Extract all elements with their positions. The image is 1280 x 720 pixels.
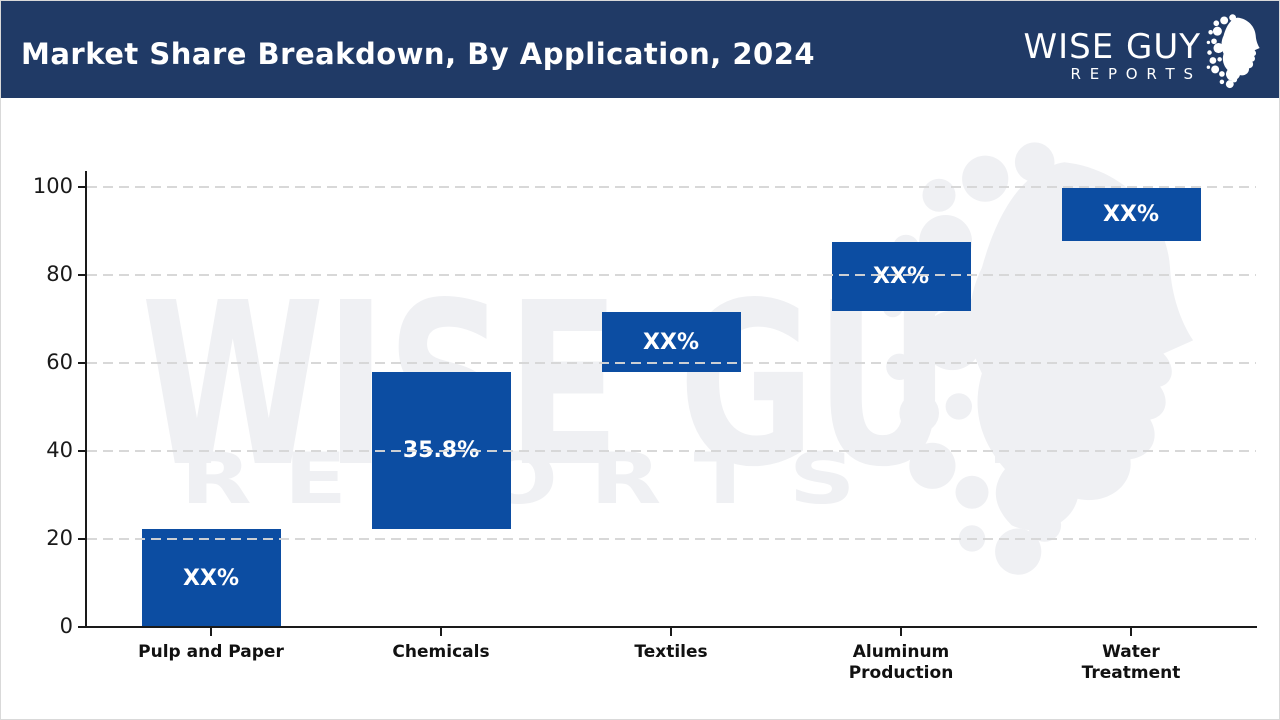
- y-gridline: [87, 186, 1256, 188]
- x-tick: [670, 628, 672, 636]
- y-tick: [78, 450, 86, 452]
- bar-value-label: XX%: [1103, 201, 1159, 227]
- chart-title: Market Share Breakdown, By Application, …: [21, 37, 816, 71]
- x-axis-label-pulp-and-paper: Pulp and Paper: [138, 642, 284, 662]
- header-bar: Market Share Breakdown, By Application, …: [1, 1, 1279, 98]
- y-tick: [78, 362, 86, 364]
- brand-subtext: R E P O R T S: [1070, 65, 1195, 83]
- bar-value-label: XX%: [643, 329, 699, 355]
- bar-textiles: XX%: [601, 312, 741, 372]
- brand-logo: WISE GUY R E P O R T S: [1023, 9, 1267, 91]
- y-gridline: [87, 274, 1256, 276]
- bar-pulp-and-paper: XX%: [141, 529, 281, 627]
- x-axis-label-textiles: Textiles: [634, 642, 708, 662]
- y-tick-label: 100: [32, 174, 73, 198]
- x-tick: [210, 628, 212, 636]
- y-axis-spine: [85, 171, 87, 628]
- y-tick: [78, 626, 86, 628]
- x-axis-label-chemicals: Chemicals: [392, 642, 490, 662]
- bar-aluminum-production: XX%: [831, 241, 971, 312]
- y-tick-label: 80: [46, 262, 73, 286]
- y-gridline: [87, 538, 1256, 540]
- x-axis-spine: [85, 626, 1257, 628]
- y-tick-label: 0: [59, 614, 73, 638]
- y-tick-label: 60: [46, 350, 73, 374]
- y-tick-label: 20: [46, 526, 73, 550]
- bar-value-label: XX%: [183, 565, 239, 591]
- x-tick: [440, 628, 442, 636]
- x-axis-label-water-treatment: Water Treatment: [1081, 642, 1181, 683]
- y-gridline: [87, 450, 1256, 452]
- y-gridline: [87, 362, 1256, 364]
- brand-face-icon: [1206, 14, 1260, 89]
- bar-value-label: XX%: [873, 263, 929, 289]
- bar-water-treatment: XX%: [1061, 187, 1201, 242]
- y-tick: [78, 538, 86, 540]
- x-tick: [1130, 628, 1132, 636]
- y-tick: [78, 186, 86, 188]
- x-axis-label-aluminum-production: Aluminum Production: [848, 642, 954, 683]
- x-tick: [900, 628, 902, 636]
- y-tick-label: 40: [46, 438, 73, 462]
- brand-wordmark: WISE GUY: [1023, 27, 1201, 67]
- y-tick: [78, 274, 86, 276]
